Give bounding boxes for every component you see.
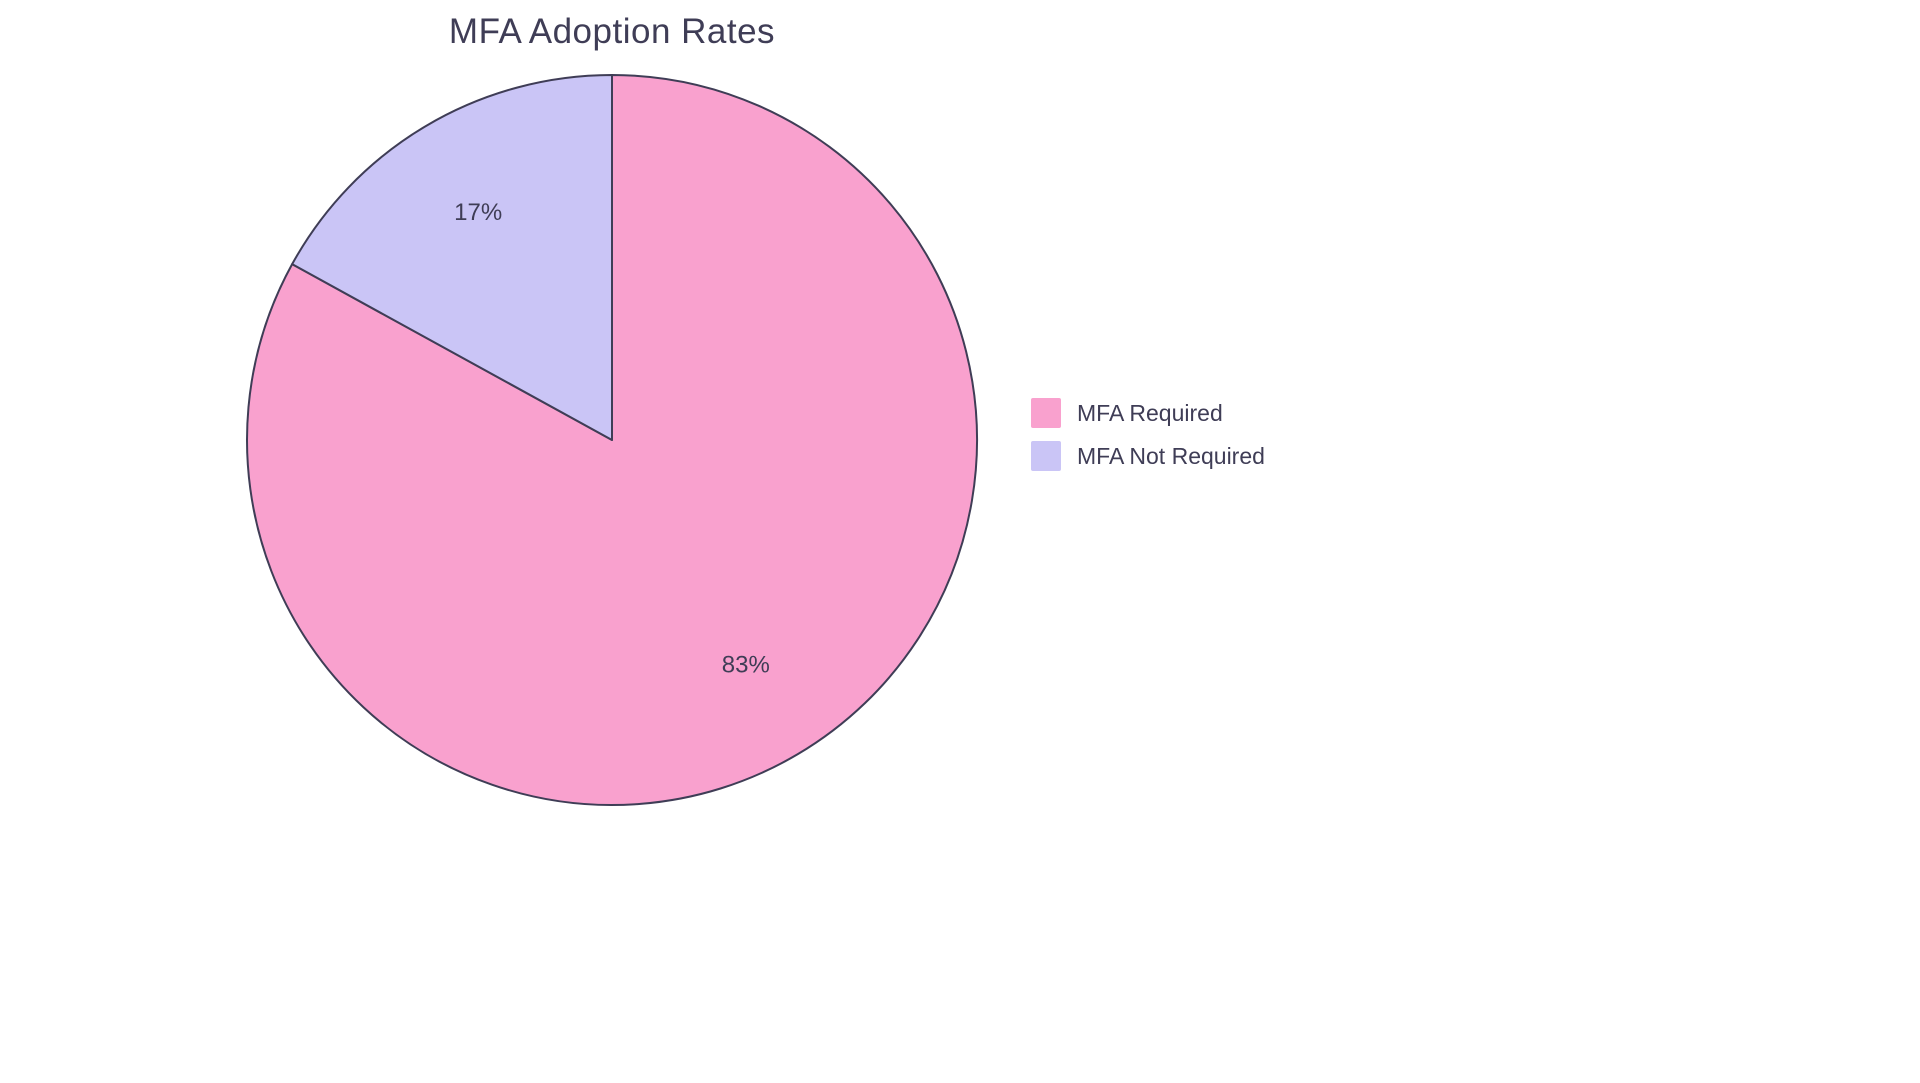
legend: MFA Required MFA Not Required — [1031, 398, 1265, 471]
slice-percent-label: 17% — [454, 199, 502, 226]
legend-item: MFA Not Required — [1031, 441, 1265, 471]
legend-label: MFA Required — [1077, 399, 1223, 426]
pie-slice-mfa-not-required — [291, 74, 613, 441]
slice-percent-label: 83% — [722, 652, 770, 679]
chart-title: MFA Adoption Rates — [448, 12, 776, 51]
legend-label: MFA Not Required — [1077, 442, 1265, 469]
legend-swatch — [1031, 398, 1061, 428]
legend-item: MFA Required — [1031, 398, 1265, 428]
legend-swatch — [1031, 441, 1061, 471]
